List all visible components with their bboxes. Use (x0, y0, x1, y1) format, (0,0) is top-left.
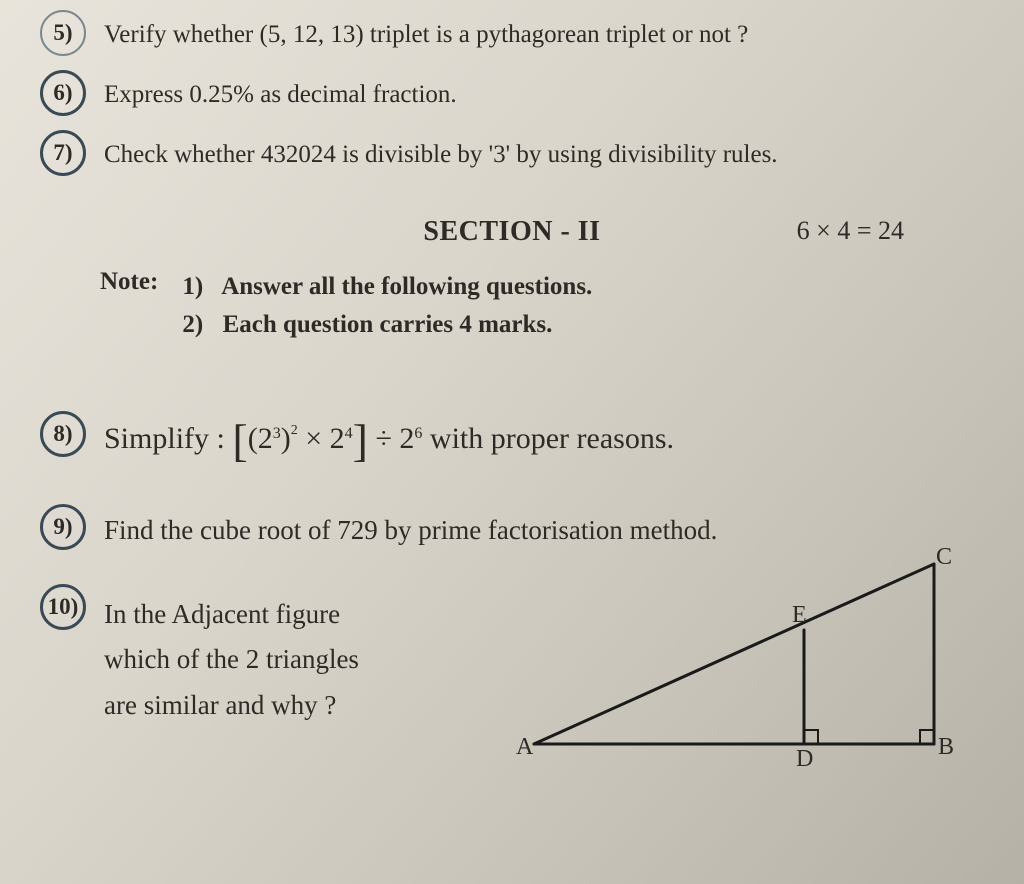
m-e3: 4 (345, 425, 353, 442)
q8-post: with proper reasons. (430, 422, 674, 455)
m-div: ÷ 2 (368, 422, 414, 455)
m-mid: 2 (330, 422, 345, 455)
rbracket-icon: ] (353, 415, 368, 466)
q10-line3: are similar and why ? (104, 683, 504, 729)
q10-line1: In the Adjacent figure (104, 592, 504, 638)
triangle-diagram: A B C D E (524, 544, 954, 764)
note-block: Note: 1) Answer all the following questi… (100, 268, 984, 343)
q8-number: 8) (40, 411, 86, 457)
note-label: Note: (100, 268, 158, 296)
note-1-text: Answer all the following questions. (221, 273, 592, 300)
label-E: E (792, 602, 807, 629)
section-title: SECTION - II (423, 216, 600, 248)
question-8: 8) Simplify : [(23)2 × 24] ÷ 26 with pro… (40, 411, 984, 460)
triangle-svg (524, 544, 954, 764)
section-header: SECTION - II 6 × 4 = 24 (40, 216, 984, 248)
lbracket-icon: [ (232, 415, 247, 466)
m-times: × (298, 422, 330, 455)
q7-text: Check whether 432024 is divisible by '3'… (104, 130, 778, 172)
q5-text: Verify whether (5, 12, 13) triplet is a … (104, 10, 748, 52)
q7-number: 7) (40, 130, 86, 176)
q10-number: 10) (40, 584, 86, 630)
q8-pre: Simplify : (104, 422, 232, 455)
m-e2: 2 (291, 423, 298, 438)
note-1-num: 1) (182, 268, 216, 306)
note-item-2: 2) Each question carries 4 marks. (182, 306, 592, 344)
m-e4: 6 (414, 425, 422, 442)
question-6: 6) Express 0.25% as decimal fraction. (40, 70, 984, 116)
question-5: 5) Verify whether (5, 12, 13) triplet is… (40, 10, 984, 56)
exam-page: 5) Verify whether (5, 12, 13) triplet is… (0, 0, 1024, 884)
q5-number: 5) (40, 10, 86, 56)
q10-line2: which of the 2 triangles (104, 637, 504, 683)
question-7: 7) Check whether 432024 is divisible by … (40, 130, 984, 176)
label-B: B (938, 734, 954, 761)
m-e1: 3 (273, 425, 281, 442)
note-2-num: 2) (182, 306, 216, 344)
q9-number: 9) (40, 504, 86, 550)
q10-text: In the Adjacent figure which of the 2 tr… (104, 584, 504, 730)
m-base: 2 (258, 422, 273, 455)
label-C: C (936, 544, 952, 571)
note-item-1: 1) Answer all the following questions. (182, 268, 592, 306)
q9-text: Find the cube root of 729 by prime facto… (104, 504, 717, 548)
note-2-text: Each question carries 4 marks. (223, 311, 553, 338)
q6-number: 6) (40, 70, 86, 116)
q6-text: Express 0.25% as decimal fraction. (104, 70, 457, 112)
question-10: 10) In the Adjacent figure which of the … (40, 584, 984, 764)
note-list: 1) Answer all the following questions. 2… (182, 268, 592, 343)
label-A: A (516, 734, 533, 761)
q8-text: Simplify : [(23)2 × 24] ÷ 26 with proper… (104, 411, 674, 460)
label-D: D (796, 746, 813, 773)
section-marks: 6 × 4 = 24 (797, 216, 904, 246)
